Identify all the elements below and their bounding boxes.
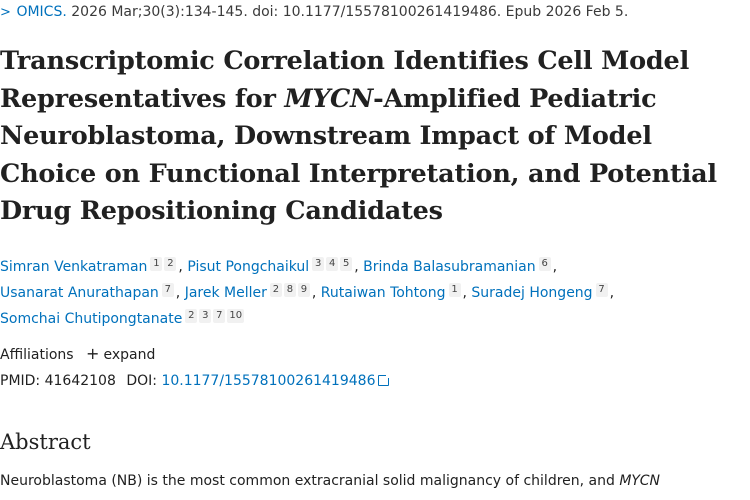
affiliation-ref[interactable]: 3 [312,257,325,271]
affiliation-refs: 7 [161,280,176,306]
affiliation-ref[interactable]: 7 [595,283,608,297]
article-title: Transcriptomic Correlation Identifies Ce… [0,43,750,231]
author-item: Suradej Hongeng 7, [471,283,614,301]
author-item: Somchai Chutipongtanate 2 3 7 10 [0,309,246,327]
affiliation-ref[interactable]: 2 [164,257,177,271]
title-gene: MYCN [284,83,374,114]
affiliation-refs: 6 [538,254,553,280]
title-part-2: -Amplified Pediatric Neuroblastoma, Down… [0,83,717,227]
affiliation-ref[interactable]: 5 [340,257,353,271]
affiliation-ref[interactable]: 7 [213,309,226,323]
title-part-1: Transcriptomic Correlation Identifies Ce… [0,46,690,114]
affiliation-ref[interactable]: 2 [185,309,198,323]
author-link[interactable]: Brinda Balasubramanian [363,259,536,275]
citation-details: 2026 Mar;30(3):134-145. doi: 10.1177/155… [71,4,629,20]
author-item: Rutaiwan Tohtong 1, [320,283,472,301]
doi-value: 10.1177/15578100261419486 [161,373,376,389]
author-link[interactable]: Pisut Pongchaikul [187,259,310,275]
external-link-icon [378,374,391,386]
affiliation-ref[interactable]: 6 [538,257,551,271]
affiliation-ref[interactable]: 3 [199,309,212,323]
abstract-heading: Abstract [0,430,91,454]
affiliations-label: Affiliations [0,347,74,363]
journal-link[interactable]: OMICS. [16,4,67,20]
author-link[interactable]: Somchai Chutipongtanate [0,311,183,327]
affiliation-refs: 2 3 7 10 [185,306,246,332]
affiliation-ref[interactable]: 4 [326,257,339,271]
author-item: Simran Venkatraman 1 2, [0,257,187,275]
affiliation-refs: 7 [595,280,610,306]
author-item: Usanarat Anurathapan 7, [0,283,185,301]
author-item: Pisut Pongchaikul 3 4 5, [187,257,363,275]
author-item: Brinda Balasubramanian 6, [363,257,557,275]
author-list: Simran Venkatraman 1 2, Pisut Pongchaikul 3… [0,254,745,332]
author-item: Jarek Meller 2 8 9, [184,283,321,301]
expand-button[interactable]: + expand [86,344,156,363]
chevron-right-icon[interactable]: > [0,5,11,20]
affiliations-toggle: Affiliations + expand [0,344,155,363]
expand-label: expand [103,347,156,363]
affiliation-refs: 1 [448,280,463,306]
doi-label: DOI: [126,373,157,389]
abstract-text-gene: MYCN [619,473,660,489]
identifiers: PMID: 41642108 DOI: 10.1177/155781002614… [0,373,391,389]
author-link[interactable]: Suradej Hongeng [471,285,593,301]
affiliation-ref[interactable]: 9 [297,283,310,297]
affiliation-ref[interactable]: 1 [448,283,461,297]
affiliation-ref[interactable]: 1 [150,257,163,271]
author-link[interactable]: Simran Venkatraman [0,259,148,275]
pmid-value: 41642108 [44,373,116,389]
author-link[interactable]: Jarek Meller [184,285,267,301]
pmid-label: PMID: [0,373,41,389]
abstract-text-start: Neuroblastoma (NB) is the most common ex… [0,473,620,489]
affiliation-ref[interactable]: 7 [161,283,174,297]
affiliation-ref[interactable]: 2 [269,283,282,297]
author-link[interactable]: Rutaiwan Tohtong [320,285,446,301]
doi-link[interactable]: 10.1177/15578100261419486 [161,373,391,389]
author-link[interactable]: Usanarat Anurathapan [0,285,159,301]
affiliation-ref[interactable]: 8 [283,283,296,297]
citation-line: > OMICS. 2026 Mar;30(3):134-145. doi: 10… [0,4,628,20]
abstract-text: Neuroblastoma (NB) is the most common ex… [0,473,750,489]
affiliation-ref[interactable]: 10 [227,309,245,323]
plus-icon: + [86,344,100,363]
